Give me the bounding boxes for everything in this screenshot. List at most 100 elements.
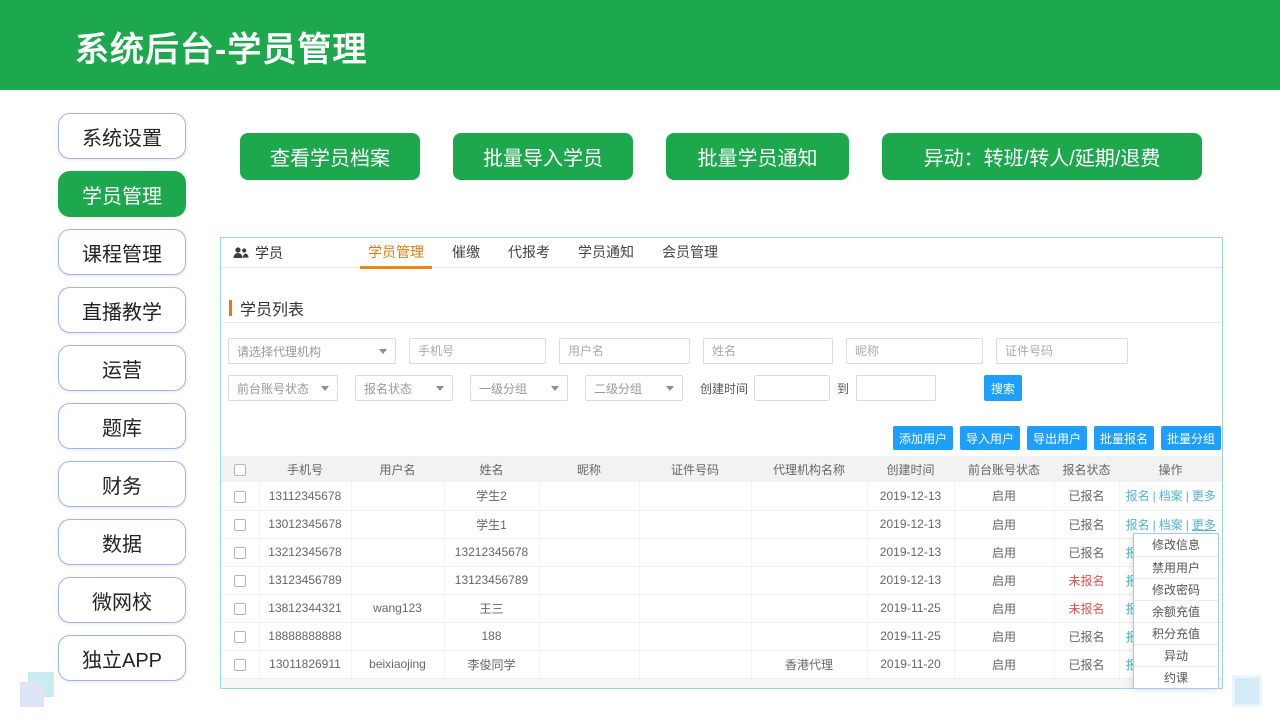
filter-row-2: 前台账号状态 报名状态 一级分组 二级分组 创建时间 到 搜索 xyxy=(228,375,1222,401)
select-all-checkbox[interactable] xyxy=(234,463,246,476)
cell-created: 2019-11-25 xyxy=(867,594,955,623)
context-menu-item-4[interactable]: 积分充值 xyxy=(1134,622,1218,644)
quick-action-button-1[interactable]: 批量导入学员 xyxy=(453,133,633,180)
bulk-button-1[interactable]: 导入用户 xyxy=(960,426,1020,450)
filter2-select-3[interactable]: 二级分组 xyxy=(585,375,683,401)
cell-id_number xyxy=(639,482,752,511)
create-time-label: 创建时间 xyxy=(700,381,749,396)
sidebar-item-6[interactable]: 财务 xyxy=(58,461,186,507)
tab-3[interactable]: 学员通知 xyxy=(578,243,634,260)
tab-0[interactable]: 学员管理 xyxy=(360,238,432,269)
sidebar-item-3[interactable]: 直播教学 xyxy=(58,287,186,333)
quick-action-button-2[interactable]: 批量学员通知 xyxy=(666,133,849,180)
cell-signup_status: 已报名 xyxy=(1054,510,1120,539)
sidebar-item-0[interactable]: 系统设置 xyxy=(58,113,186,159)
row-checkbox[interactable] xyxy=(233,602,246,615)
cell-nickname xyxy=(539,538,640,567)
column-header-3: 昵称 xyxy=(539,456,639,482)
create-time-from-input[interactable] xyxy=(754,375,831,401)
filter2-select-0[interactable]: 前台账号状态 xyxy=(228,375,338,401)
context-menu-item-2[interactable]: 修改密码 xyxy=(1134,578,1218,600)
table-row: 13011826911 beixiaojing 李俊同学 香港代理 2019-11-20… xyxy=(221,650,1222,679)
filter-input-1[interactable] xyxy=(409,338,546,364)
cell-nickname xyxy=(539,482,640,511)
filter-input-3[interactable] xyxy=(703,338,833,364)
op-link-1[interactable]: 档案 xyxy=(1158,489,1183,504)
sidebar-item-1[interactable]: 学员管理 xyxy=(58,171,186,217)
cell-name: 188 xyxy=(444,622,540,651)
context-menu-item-5[interactable]: 异动 xyxy=(1134,644,1218,666)
sidebar-item-4[interactable]: 运营 xyxy=(58,345,186,391)
student-table: 手机号 用户名 姓名 昵称 证件号码 代理机构名称 创建时间 前台账号状态 报名状态 操作 131… xyxy=(221,456,1222,679)
column-header-0: 手机号 xyxy=(259,456,351,482)
create-time-to-input[interactable] xyxy=(856,375,937,401)
row-checkbox[interactable] xyxy=(233,490,246,503)
cell-id_number xyxy=(639,622,752,651)
decoration-square-lavender xyxy=(20,682,44,707)
context-menu-item-0[interactable]: 修改信息 xyxy=(1151,538,1200,552)
op-link-0[interactable]: 报名 xyxy=(1125,517,1150,532)
cell-nickname xyxy=(539,622,640,651)
cell-agency xyxy=(751,594,868,623)
page-title: 系统后台-学员管理 xyxy=(75,31,368,69)
row-checkbox[interactable] xyxy=(233,518,246,531)
context-menu-item-6[interactable]: 约课 xyxy=(1134,666,1218,688)
cell-id_number xyxy=(639,538,752,567)
cell-nickname xyxy=(539,510,640,539)
column-header-6: 创建时间 xyxy=(867,456,954,482)
context-menu-item-1[interactable]: 禁用用户 xyxy=(1134,556,1218,578)
chevron-down-icon xyxy=(436,385,444,391)
cell-created: 2019-11-20 xyxy=(867,650,955,679)
cell-created: 2019-12-13 xyxy=(867,510,955,539)
bulk-button-4[interactable]: 批量分组 xyxy=(1161,426,1221,450)
cell-name: 学生2 xyxy=(444,482,540,511)
module-label-text: 学员 xyxy=(255,244,283,261)
sidebar-item-7[interactable]: 数据 xyxy=(58,519,186,565)
cell-agency xyxy=(751,622,868,651)
quick-action-button-3[interactable]: 异动：转班/转人/延期/退费 xyxy=(882,133,1202,180)
context-menu-item-3[interactable]: 余额充值 xyxy=(1134,600,1218,622)
search-button[interactable]: 搜索 xyxy=(984,375,1023,401)
cell-agency xyxy=(751,510,868,539)
sidebar-item-8[interactable]: 微网校 xyxy=(58,577,186,623)
quick-action-button-0[interactable]: 查看学员档案 xyxy=(240,133,420,180)
sidebar: 系统设置学员管理课程管理直播教学运营题库财务数据微网校独立APP xyxy=(58,113,186,693)
op-link-1[interactable]: 档案 xyxy=(1158,517,1183,532)
row-checkbox[interactable] xyxy=(233,630,246,643)
panel-tabbar: 学员 学员管理 催缴 代报考 学员通知 会员管理 xyxy=(221,238,1222,269)
row-checkbox[interactable] xyxy=(233,658,246,671)
sidebar-item-2[interactable]: 课程管理 xyxy=(58,229,186,275)
filter-select-0[interactable]: 请选择代理机构 xyxy=(228,338,396,364)
cell-signup_status: 已报名 xyxy=(1054,538,1120,567)
tab-2[interactable]: 代报考 xyxy=(508,243,550,260)
cell-id_number xyxy=(639,510,752,539)
op-link-2[interactable]: 更多 xyxy=(1191,489,1216,504)
filter2-select-1[interactable]: 报名状态 xyxy=(355,375,453,401)
filter-input-5[interactable] xyxy=(996,338,1128,364)
cell-created: 2019-12-13 xyxy=(867,482,955,511)
cell-phone: 13012345678 xyxy=(259,510,352,539)
sidebar-item-9[interactable]: 独立APP xyxy=(58,635,186,681)
tab-1[interactable]: 催缴 xyxy=(452,243,480,260)
op-link-0[interactable]: 报名 xyxy=(1125,489,1150,504)
cell-account_status: 启用 xyxy=(954,538,1055,567)
filter2-select-2[interactable]: 一级分组 xyxy=(470,375,568,401)
filter-input-4[interactable] xyxy=(846,338,983,364)
tab-4[interactable]: 会员管理 xyxy=(662,243,718,260)
row-checkbox[interactable] xyxy=(233,546,246,559)
bulk-button-2[interactable]: 导出用户 xyxy=(1027,426,1087,450)
op-link-2[interactable]: 更多 xyxy=(1191,517,1216,532)
filter-select-placeholder: 请选择代理机构 xyxy=(237,344,322,359)
filter-input-2[interactable] xyxy=(559,338,690,364)
sidebar-item-5[interactable]: 题库 xyxy=(58,403,186,449)
cell-nickname xyxy=(539,566,640,595)
bulk-button-3[interactable]: 批量报名 xyxy=(1094,426,1154,450)
cell-account_status: 启用 xyxy=(954,510,1055,539)
cell-signup_status: 未报名 xyxy=(1054,566,1120,595)
cell-account_status: 启用 xyxy=(954,622,1055,651)
column-header-5: 代理机构名称 xyxy=(751,456,867,482)
filter2-select-placeholder: 二级分组 xyxy=(594,381,643,396)
row-checkbox[interactable] xyxy=(233,574,246,587)
cell-signup_status: 未报名 xyxy=(1054,594,1120,623)
bulk-button-0[interactable]: 添加用户 xyxy=(893,426,953,450)
